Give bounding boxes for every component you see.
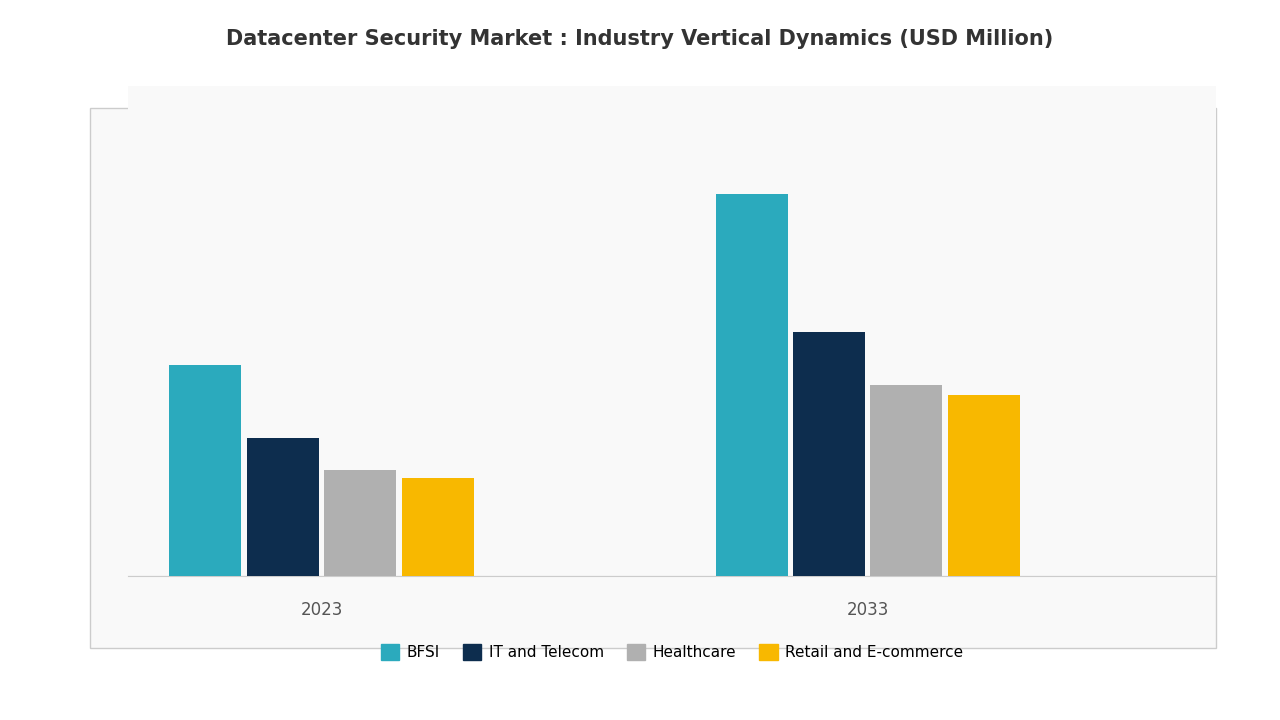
Bar [870, 384, 942, 576]
Text: 2033: 2033 [846, 601, 888, 619]
Bar [324, 470, 397, 576]
Bar [169, 365, 242, 576]
Bar [794, 332, 865, 576]
Bar [247, 438, 319, 576]
Bar [402, 478, 474, 576]
Bar [947, 395, 1020, 576]
Text: 2023: 2023 [301, 601, 343, 619]
Legend: BFSI, IT and Telecom, Healthcare, Retail and E-commerce: BFSI, IT and Telecom, Healthcare, Retail… [375, 638, 969, 666]
Text: Datacenter Security Market : Industry Vertical Dynamics (USD Million): Datacenter Security Market : Industry Ve… [227, 29, 1053, 49]
Bar [716, 194, 787, 576]
